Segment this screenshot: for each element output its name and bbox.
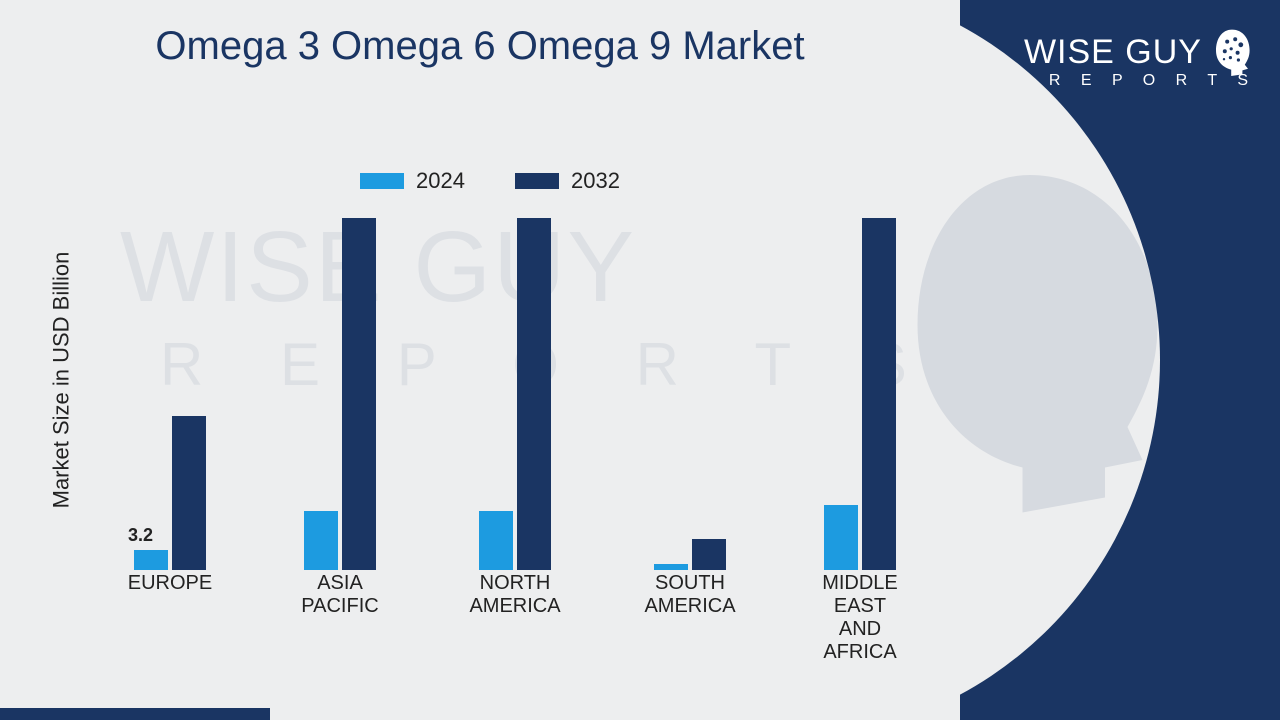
chart-title: Omega 3 Omega 6 Omega 9 Market <box>0 24 960 69</box>
y-axis-label: Market Size in USD Billion <box>46 190 76 570</box>
page: WISE GUY R E P O R T S WISE GUY R E P O … <box>0 0 1280 720</box>
bar-group <box>110 416 230 570</box>
bar-group <box>455 218 575 570</box>
x-axis-label: MIDDLEEASTANDAFRICA <box>785 572 935 664</box>
logo: WISE GUY R E P O R T S <box>1024 28 1256 90</box>
x-axis-label: SOUTHAMERICA <box>615 572 765 618</box>
bar-2024 <box>654 564 688 570</box>
legend-item-2024: 2024 <box>360 168 465 194</box>
bar-group <box>800 218 920 570</box>
bottom-accent-bar <box>0 708 270 720</box>
bar-2032 <box>517 218 551 570</box>
bar-2024 <box>134 550 168 570</box>
legend-label-2024: 2024 <box>416 168 465 194</box>
legend-swatch-2024 <box>360 173 404 189</box>
logo-text-line1: WISE GUY <box>1024 33 1202 72</box>
legend-swatch-2032 <box>515 173 559 189</box>
bar-value-label: 3.2 <box>128 525 153 546</box>
x-axis-labels: EUROPEASIAPACIFICNORTHAMERICASOUTHAMERIC… <box>110 572 960 692</box>
plot: 3.2 <box>110 200 960 570</box>
bar-2032 <box>862 218 896 570</box>
bar-2032 <box>172 416 206 570</box>
legend: 2024 2032 <box>0 168 980 194</box>
bar-2032 <box>342 218 376 570</box>
bar-2032 <box>692 539 726 570</box>
bar-group <box>280 218 400 570</box>
legend-item-2032: 2032 <box>515 168 620 194</box>
bar-2024 <box>304 511 338 570</box>
bar-group <box>630 539 750 570</box>
x-axis-label: EUROPE <box>95 572 245 595</box>
logo-text-line2: R E P O R T S <box>1024 72 1256 90</box>
x-axis-label: NORTHAMERICA <box>440 572 590 618</box>
logo-head-icon <box>1208 28 1256 76</box>
y-axis-label-text: Market Size in USD Billion <box>48 252 74 509</box>
bar-2024 <box>479 511 513 570</box>
bar-2024 <box>824 505 858 570</box>
legend-label-2032: 2032 <box>571 168 620 194</box>
x-axis-label: ASIAPACIFIC <box>265 572 415 618</box>
chart-area: 3.2 <box>110 200 960 570</box>
